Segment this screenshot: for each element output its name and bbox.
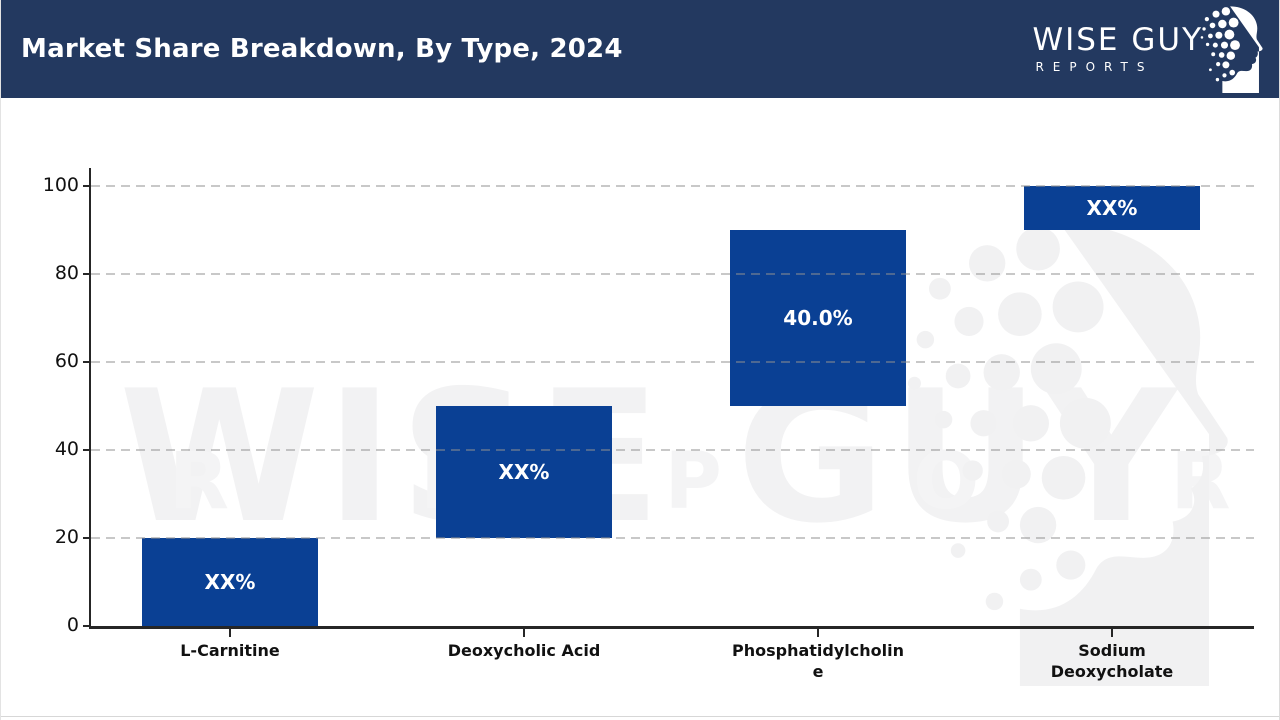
x-tick-label: Phosphatidylcholin e [732, 641, 904, 681]
bottom-border-line [1, 716, 1279, 717]
y-tick-label: 100 [42, 174, 79, 196]
x-tick-label: Deoxycholic Acid [447, 641, 601, 660]
x-tick-label: L-Carnitine [180, 641, 280, 660]
header: Market Share Breakdown, By Type, 2024 WI… [1, 0, 1279, 98]
bar-l-carnitine: XX% [142, 538, 318, 626]
wise-guy-logo: WISE GUY REPORTS [1032, 0, 1267, 98]
y-axis-tick [83, 625, 91, 627]
y-tick-label: 20 [54, 526, 79, 548]
bar-sodium-deoxycholate: XX% [1024, 186, 1200, 230]
y-axis-line [89, 168, 91, 629]
y-axis-tick [83, 449, 91, 451]
y-tick-label: 60 [54, 350, 79, 372]
y-axis-tick [83, 361, 91, 363]
y-axis-tick [83, 273, 91, 275]
grid-line [91, 361, 1254, 363]
bar-value-label: XX% [204, 570, 256, 594]
bar-value-label: 40.0% [783, 306, 853, 330]
y-tick-label: 40 [54, 438, 79, 460]
watermark-head-icon [907, 223, 1228, 686]
x-axis-tick [1111, 629, 1113, 637]
x-axis-tick [523, 629, 525, 637]
grid-line [91, 185, 1254, 187]
y-axis-tick [83, 185, 91, 187]
logo-head-icon [1200, 6, 1263, 93]
watermark-subtext: R E P O R T S [169, 437, 1279, 527]
bar-value-label: XX% [498, 460, 550, 484]
chart-title: Market Share Breakdown, By Type, 2024 [21, 34, 623, 64]
x-tick-label: Sodium Deoxycholate [1050, 641, 1174, 681]
logo-subtext: REPORTS [1035, 59, 1154, 74]
y-axis-tick [83, 537, 91, 539]
x-axis-line [89, 626, 1254, 629]
grid-line [91, 537, 1254, 539]
x-axis-tick [229, 629, 231, 637]
y-tick-label: 80 [54, 262, 79, 284]
grid-line [91, 449, 1254, 451]
bar-deoxycholic-acid: XX% [436, 406, 612, 538]
plot-area: WISE GUY R E P O R T S 020406080100XX%XX… [1, 98, 1279, 720]
y-tick-label: 0 [66, 614, 79, 636]
bar-value-label: XX% [1086, 196, 1138, 220]
grid-line [91, 273, 1254, 275]
bar-phosphatidylcholine: 40.0% [730, 230, 906, 406]
x-axis-tick [817, 629, 819, 637]
logo-wordmark: WISE GUY [1032, 21, 1203, 58]
